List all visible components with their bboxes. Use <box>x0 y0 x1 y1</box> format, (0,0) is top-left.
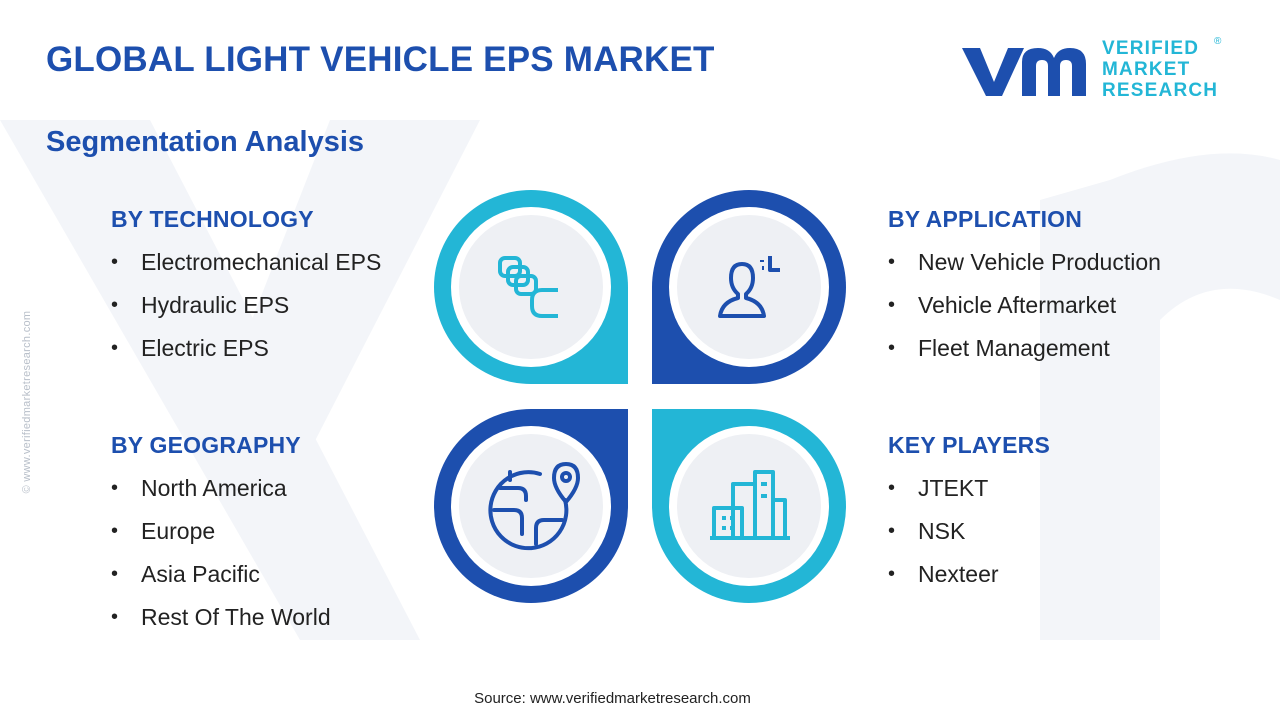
city-buildings-icon <box>710 470 790 540</box>
vmr-logo-icon <box>962 48 1086 96</box>
list-item: Electric EPS <box>111 333 381 376</box>
segment-heading: KEY PLAYERS <box>888 432 1050 458</box>
petal-application <box>652 190 846 384</box>
logo-line-verified: VERIFIED <box>1102 38 1200 59</box>
page-subtitle: Segmentation Analysis <box>46 126 365 158</box>
segment-list: JTEKT NSK Nexteer <box>888 473 1050 602</box>
chain-links-icon <box>498 256 558 318</box>
segment-list: New Vehicle Production Vehicle Aftermark… <box>888 247 1161 376</box>
segment-technology: BY TECHNOLOGY Electromechanical EPS Hydr… <box>111 206 381 376</box>
list-item: Rest Of The World <box>111 602 331 645</box>
segment-application: BY APPLICATION New Vehicle Production Ve… <box>888 206 1161 376</box>
list-item: Hydraulic EPS <box>111 290 381 333</box>
list-item: Nexteer <box>888 559 1050 602</box>
company-logo: VERIFIED MARKET RESEARCH ® <box>958 36 1228 104</box>
petal-technology <box>434 190 628 384</box>
registered-mark: ® <box>1214 36 1222 47</box>
logo-line-research: RESEARCH <box>1102 80 1219 101</box>
list-item: NSK <box>888 516 1050 559</box>
list-item: North America <box>111 473 331 516</box>
page-title: GLOBAL LIGHT VEHICLE EPS MARKET <box>46 40 715 79</box>
segment-list: North America Europe Asia Pacific Rest O… <box>111 473 331 645</box>
globe-location-icon <box>488 462 580 551</box>
list-item: Asia Pacific <box>111 559 331 602</box>
list-item: JTEKT <box>888 473 1050 516</box>
segment-key-players: KEY PLAYERS JTEKT NSK Nexteer <box>888 432 1050 602</box>
side-copyright-text: © www.verifiedmarketresearch.com <box>21 310 33 494</box>
segmentation-diagram <box>434 190 846 603</box>
segment-list: Electromechanical EPS Hydraulic EPS Elec… <box>111 247 381 376</box>
list-item: Vehicle Aftermarket <box>888 290 1161 333</box>
source-footer: Source: www.verifiedmarketresearch.com <box>474 690 751 707</box>
person-target-icon <box>718 256 780 318</box>
list-item: Electromechanical EPS <box>111 247 381 290</box>
logo-line-market: MARKET <box>1102 59 1191 80</box>
list-item: New Vehicle Production <box>888 247 1161 290</box>
segment-heading: BY APPLICATION <box>888 206 1083 232</box>
petal-geography <box>434 409 628 603</box>
list-item: Fleet Management <box>888 333 1161 376</box>
list-item: Europe <box>111 516 331 559</box>
segment-heading: BY TECHNOLOGY <box>111 206 314 232</box>
segment-geography: BY GEOGRAPHY North America Europe Asia P… <box>111 432 331 645</box>
petal-key-players <box>652 409 846 603</box>
logo-wordmark: VERIFIED MARKET RESEARCH <box>1102 38 1218 101</box>
segment-heading: BY GEOGRAPHY <box>111 432 301 458</box>
